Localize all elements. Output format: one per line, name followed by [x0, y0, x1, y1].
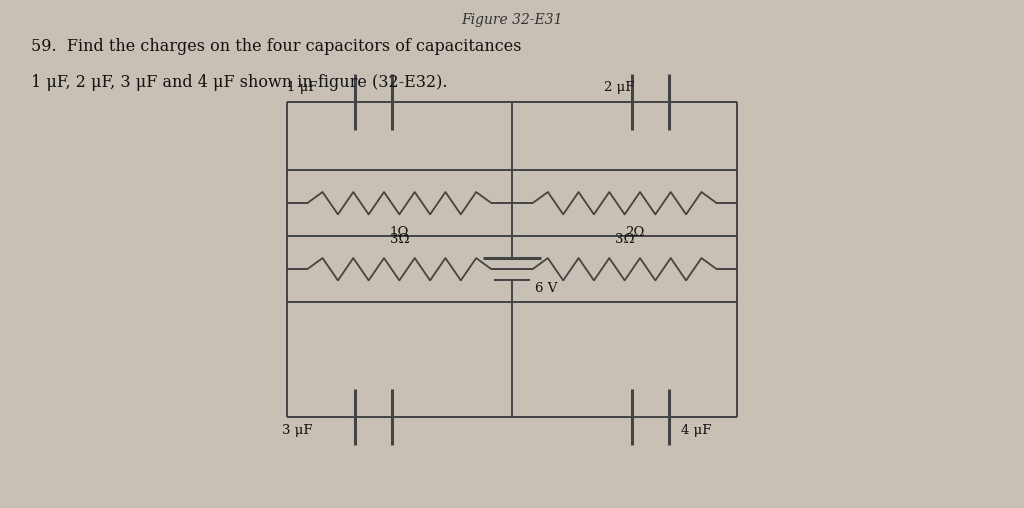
Text: 1 μF, 2 μF, 3 μF and 4 μF shown in figure (32-E32).: 1 μF, 2 μF, 3 μF and 4 μF shown in figur… [31, 74, 447, 90]
Text: Figure 32-E31: Figure 32-E31 [461, 13, 563, 27]
Text: 1 μF: 1 μF [287, 81, 317, 94]
Text: 6 V: 6 V [535, 282, 557, 295]
Text: 4 μF: 4 μF [681, 424, 712, 437]
Text: 2 μF: 2 μF [604, 81, 635, 94]
Text: 3Ω: 3Ω [614, 233, 635, 246]
Text: 3 μF: 3 μF [282, 424, 312, 437]
Text: 3Ω: 3Ω [389, 233, 410, 246]
Text: 1Ω: 1Ω [390, 226, 409, 239]
Text: 59.  Find the charges on the four capacitors of capacitances: 59. Find the charges on the four capacit… [31, 38, 521, 55]
Text: 2Ω: 2Ω [626, 226, 644, 239]
